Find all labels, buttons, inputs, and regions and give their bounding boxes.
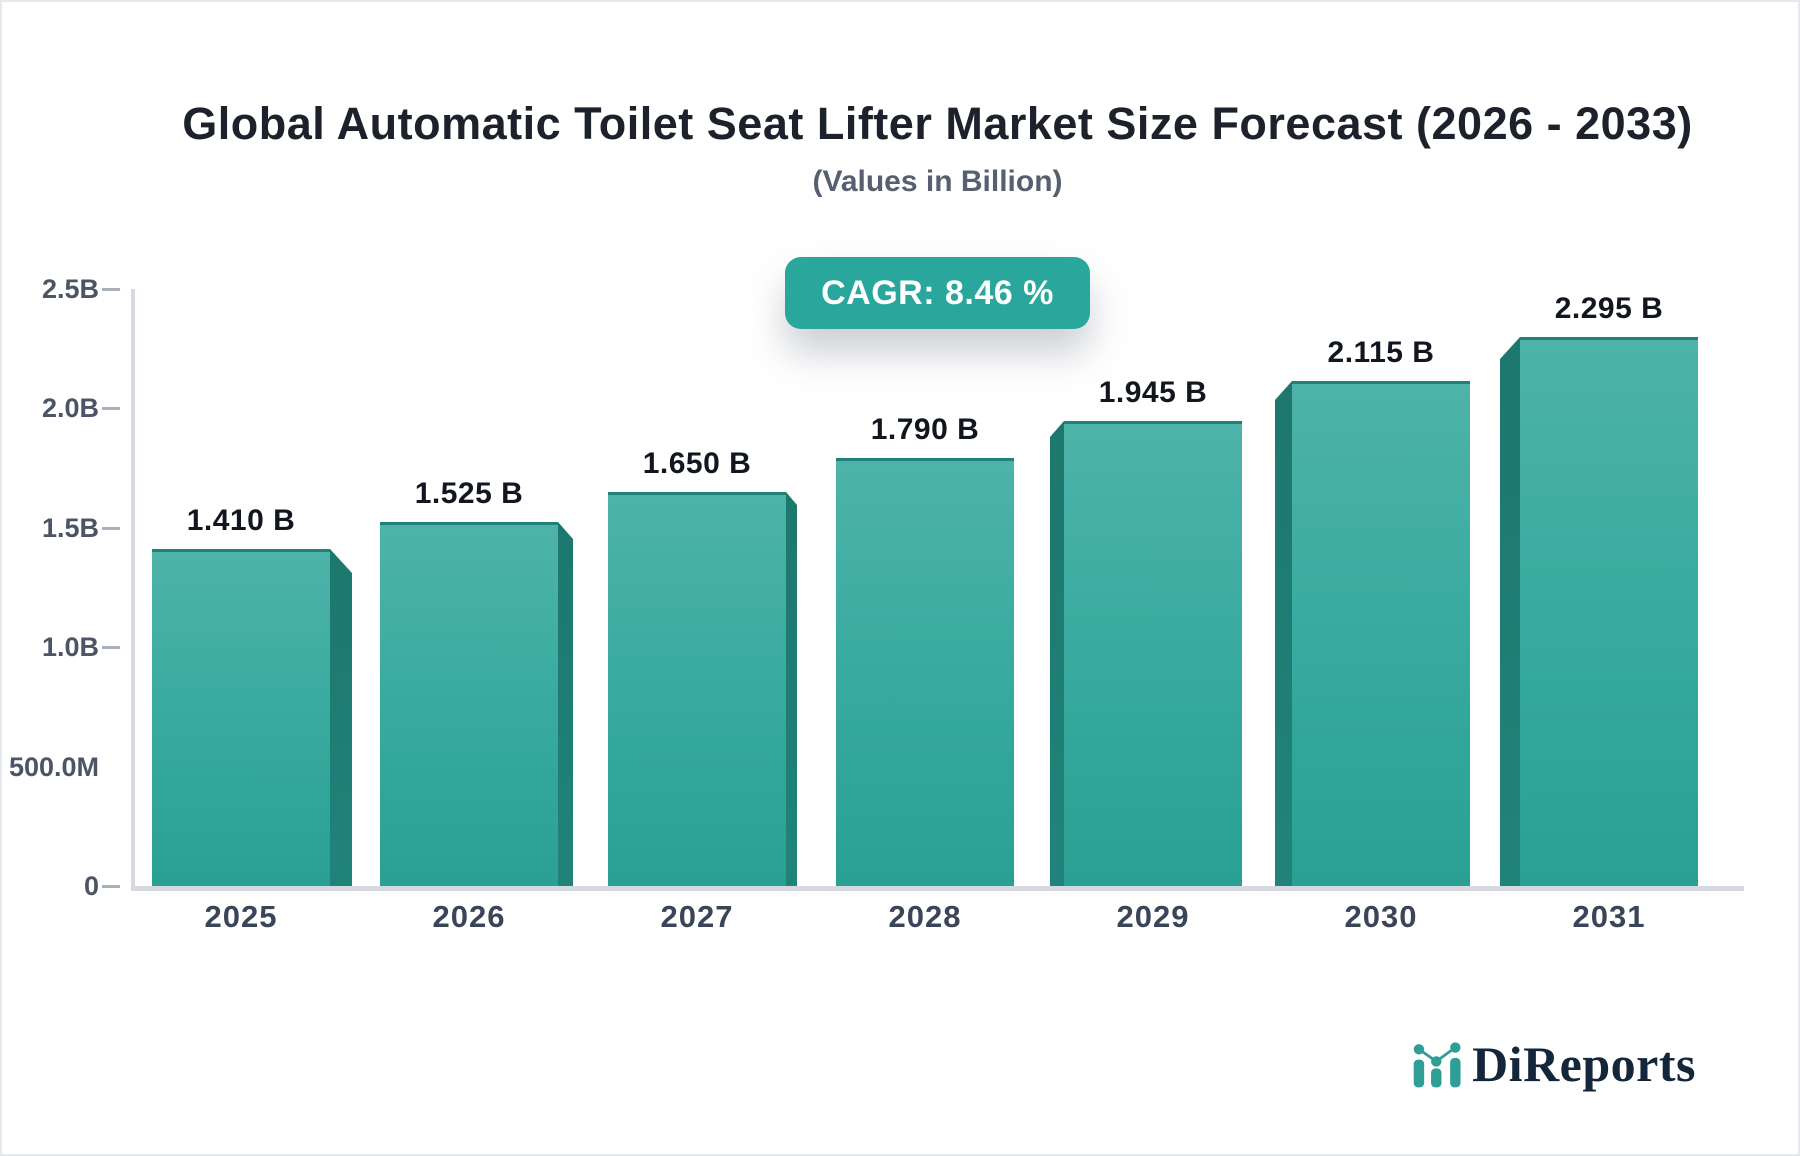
x-axis-label-2026: 2026 (432, 899, 506, 934)
x-axis-label-2029: 2029 (1116, 899, 1190, 934)
y-tick-mark (102, 407, 120, 410)
bar-2031 (1520, 337, 1698, 886)
y-tick-mark (102, 287, 120, 291)
y-tick-mark (102, 885, 120, 888)
bar-value-label: 2.115 B (1327, 336, 1435, 369)
direports-logo: DiReports (1412, 1036, 1696, 1092)
bar-3d-side (330, 549, 352, 886)
bar-value-label: 1.790 B (870, 413, 980, 446)
bar-value-label: 1.945 B (1098, 376, 1208, 409)
x-axis-label-2028: 2028 (888, 899, 962, 934)
chart-title: Global Automatic Toilet Seat Lifter Mark… (182, 98, 1693, 149)
y-tick-label: 2.5B (41, 273, 99, 304)
y-tick-label: 1.0B (41, 632, 99, 662)
x-axis-label-2027: 2027 (660, 899, 734, 934)
bar-2026 (380, 522, 558, 886)
bar-value-label: 1.525 B (414, 477, 524, 510)
x-axis-baseline (131, 886, 1744, 891)
y-tick-label: 500.0M (8, 751, 99, 782)
bar-2029 (1064, 421, 1242, 886)
bar-3d-side (558, 522, 573, 886)
x-axis-label-2030: 2030 (1344, 899, 1418, 934)
x-axis-label-2031: 2031 (1572, 899, 1646, 934)
chart-subtitle: (Values in Billion) (812, 165, 1063, 198)
bar-2028 (836, 458, 1014, 886)
bar-value-label: 1.650 B (642, 447, 752, 480)
direports-logo-icon (1413, 1042, 1461, 1088)
cagr-badge-band: CAGR: 8.46 % (131, 257, 1744, 329)
y-tick-mark (102, 646, 120, 649)
x-axis-label-2025: 2025 (204, 899, 278, 934)
bar-3d-side (786, 492, 797, 886)
y-tick-label: 1.5B (41, 512, 99, 543)
bar-3d-side (1050, 421, 1064, 886)
bar-2025 (152, 549, 330, 886)
cagr-badge: CAGR: 8.46 % (785, 257, 1090, 329)
direports-logo-text: DiReports (1472, 1036, 1696, 1092)
y-tick-label: 2.0B (41, 393, 99, 423)
bar-value-label: 2.295 B (1554, 292, 1664, 325)
bar-2027 (608, 492, 786, 886)
y-tick-label: 0 (83, 871, 99, 901)
bar-3d-side (1275, 381, 1292, 886)
y-tick-mark (102, 526, 120, 530)
bar-3d-side (1500, 337, 1520, 886)
bar-value-label: 1.410 B (186, 504, 296, 537)
y-axis-line (131, 289, 135, 890)
bar-2030 (1292, 381, 1470, 886)
